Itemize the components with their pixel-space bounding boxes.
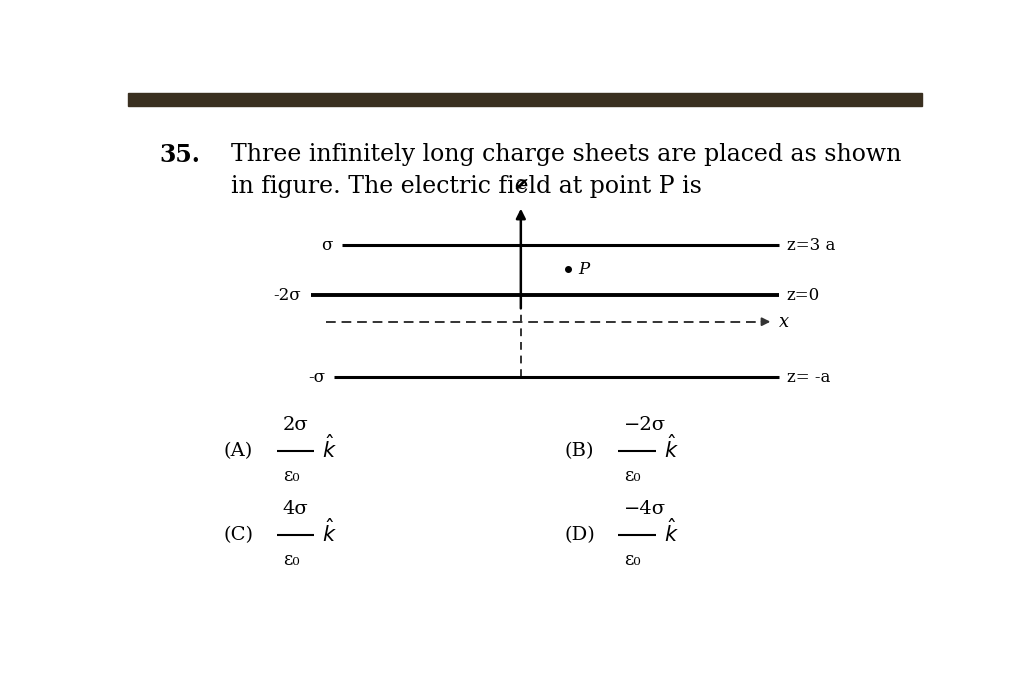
Text: (C): (C) [223, 526, 253, 544]
Text: −4σ: −4σ [624, 500, 667, 518]
Text: 35.: 35. [160, 143, 201, 167]
Text: $\hat{k}$: $\hat{k}$ [664, 518, 679, 547]
Bar [128, 92, 922, 106]
Text: $\hat{k}$: $\hat{k}$ [664, 434, 679, 462]
Text: (D): (D) [564, 526, 595, 544]
Text: z= -a: z= -a [786, 369, 830, 386]
Text: (B): (B) [564, 442, 594, 460]
Text: ε₀: ε₀ [283, 466, 299, 484]
Text: x: x [779, 313, 788, 331]
Text: -2σ: -2σ [273, 287, 301, 304]
Text: ε₀: ε₀ [624, 466, 641, 484]
Text: (A): (A) [223, 442, 253, 460]
Text: z=0: z=0 [786, 287, 820, 304]
Text: $\hat{k}$: $\hat{k}$ [323, 518, 337, 547]
Text: ε₀: ε₀ [283, 551, 299, 569]
Text: ε₀: ε₀ [624, 551, 641, 569]
Text: 4σ: 4σ [283, 500, 308, 518]
Text: z: z [515, 174, 526, 193]
Text: −2σ: −2σ [624, 416, 667, 434]
Text: P: P [578, 261, 589, 278]
Text: 2σ: 2σ [283, 416, 308, 434]
Text: Three infinitely long charge sheets are placed as shown
in figure. The electric : Three infinitely long charge sheets are … [231, 143, 901, 198]
Text: σ: σ [322, 237, 333, 254]
Text: z=3 a: z=3 a [786, 237, 835, 254]
Text: -σ: -σ [308, 369, 325, 386]
Text: $\hat{k}$: $\hat{k}$ [323, 434, 337, 462]
